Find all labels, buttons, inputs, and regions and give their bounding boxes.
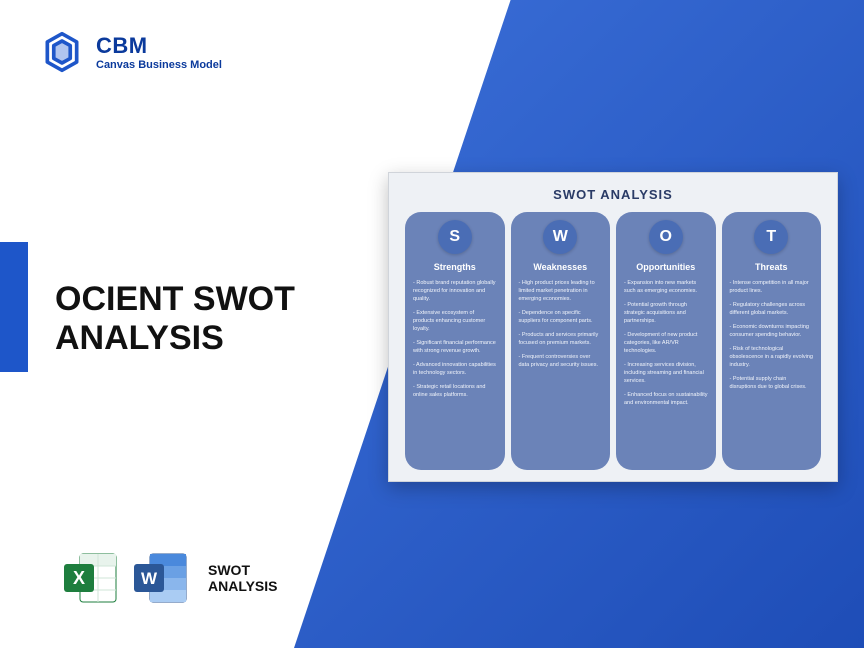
swot-letter-s: S bbox=[438, 220, 472, 254]
swot-items-strengths: - Robust brand reputation globally recog… bbox=[411, 280, 499, 406]
list-item: - Risk of technological obsolescence in … bbox=[730, 346, 814, 370]
accent-block bbox=[0, 242, 28, 372]
list-item: - Products and services primarily focuse… bbox=[519, 332, 603, 348]
file-format-label: SWOT ANALYSIS bbox=[208, 562, 278, 594]
swot-col-threats: T Threats - Intense competition in all m… bbox=[722, 212, 822, 470]
list-item: - Robust brand reputation globally recog… bbox=[413, 280, 497, 304]
list-item: - Potential supply chain disruptions due… bbox=[730, 376, 814, 392]
swot-items-opportunities: - Expansion into new markets such as eme… bbox=[622, 280, 710, 414]
list-item: - Intense competition in all major produ… bbox=[730, 280, 814, 296]
swot-label-weaknesses: Weaknesses bbox=[533, 262, 587, 272]
logo-icon bbox=[40, 30, 84, 74]
swot-col-strengths: S Strengths - Robust brand reputation gl… bbox=[405, 212, 505, 470]
list-item: - Potential growth through strategic acq… bbox=[624, 302, 708, 326]
list-item: - Enhanced focus on sustainability and e… bbox=[624, 392, 708, 408]
list-item: - Extensive ecosystem of products enhanc… bbox=[413, 310, 497, 334]
list-item: - Significant financial performance with… bbox=[413, 340, 497, 356]
file-label-line1: SWOT bbox=[208, 562, 278, 578]
logo-title: CBM bbox=[96, 33, 222, 59]
swot-letter-o: O bbox=[649, 220, 683, 254]
list-item: - Economic downturns impacting consumer … bbox=[730, 324, 814, 340]
page-title: OCIENT SWOT ANALYSIS bbox=[55, 280, 375, 358]
swot-letter-t: T bbox=[754, 220, 788, 254]
swot-letter-w: W bbox=[543, 220, 577, 254]
swot-items-threats: - Intense competition in all major produ… bbox=[728, 280, 816, 398]
swot-label-threats: Threats bbox=[755, 262, 788, 272]
word-icon: W bbox=[130, 548, 190, 608]
swot-col-opportunities: O Opportunities - Expansion into new mar… bbox=[616, 212, 716, 470]
swot-card-title: SWOT ANALYSIS bbox=[405, 187, 821, 202]
swot-col-weaknesses: W Weaknesses - High product prices leadi… bbox=[511, 212, 611, 470]
file-format-row: X W SWOT ANALYSIS bbox=[60, 548, 278, 608]
svg-text:X: X bbox=[73, 568, 85, 588]
swot-items-weaknesses: - High product prices leading to limited… bbox=[517, 280, 605, 376]
logo-subtitle: Canvas Business Model bbox=[96, 59, 222, 71]
list-item: - Expansion into new markets such as eme… bbox=[624, 280, 708, 296]
svg-text:W: W bbox=[141, 569, 158, 588]
swot-preview-card: SWOT ANALYSIS S Strengths - Robust brand… bbox=[388, 172, 838, 482]
list-item: - Regulatory challenges across different… bbox=[730, 302, 814, 318]
list-item: - Increasing services division, includin… bbox=[624, 362, 708, 386]
swot-label-strengths: Strengths bbox=[434, 262, 476, 272]
list-item: - Dependence on specific suppliers for c… bbox=[519, 310, 603, 326]
excel-icon: X bbox=[60, 548, 120, 608]
list-item: - Advanced innovation capabilities in te… bbox=[413, 362, 497, 378]
brand-logo: CBM Canvas Business Model bbox=[40, 30, 222, 74]
list-item: - High product prices leading to limited… bbox=[519, 280, 603, 304]
swot-label-opportunities: Opportunities bbox=[636, 262, 695, 272]
list-item: - Frequent controversies over data priva… bbox=[519, 354, 603, 370]
list-item: - Development of new product categories,… bbox=[624, 332, 708, 356]
swot-columns: S Strengths - Robust brand reputation gl… bbox=[405, 212, 821, 470]
file-label-line2: ANALYSIS bbox=[208, 578, 278, 594]
list-item: - Strategic retail locations and online … bbox=[413, 384, 497, 400]
